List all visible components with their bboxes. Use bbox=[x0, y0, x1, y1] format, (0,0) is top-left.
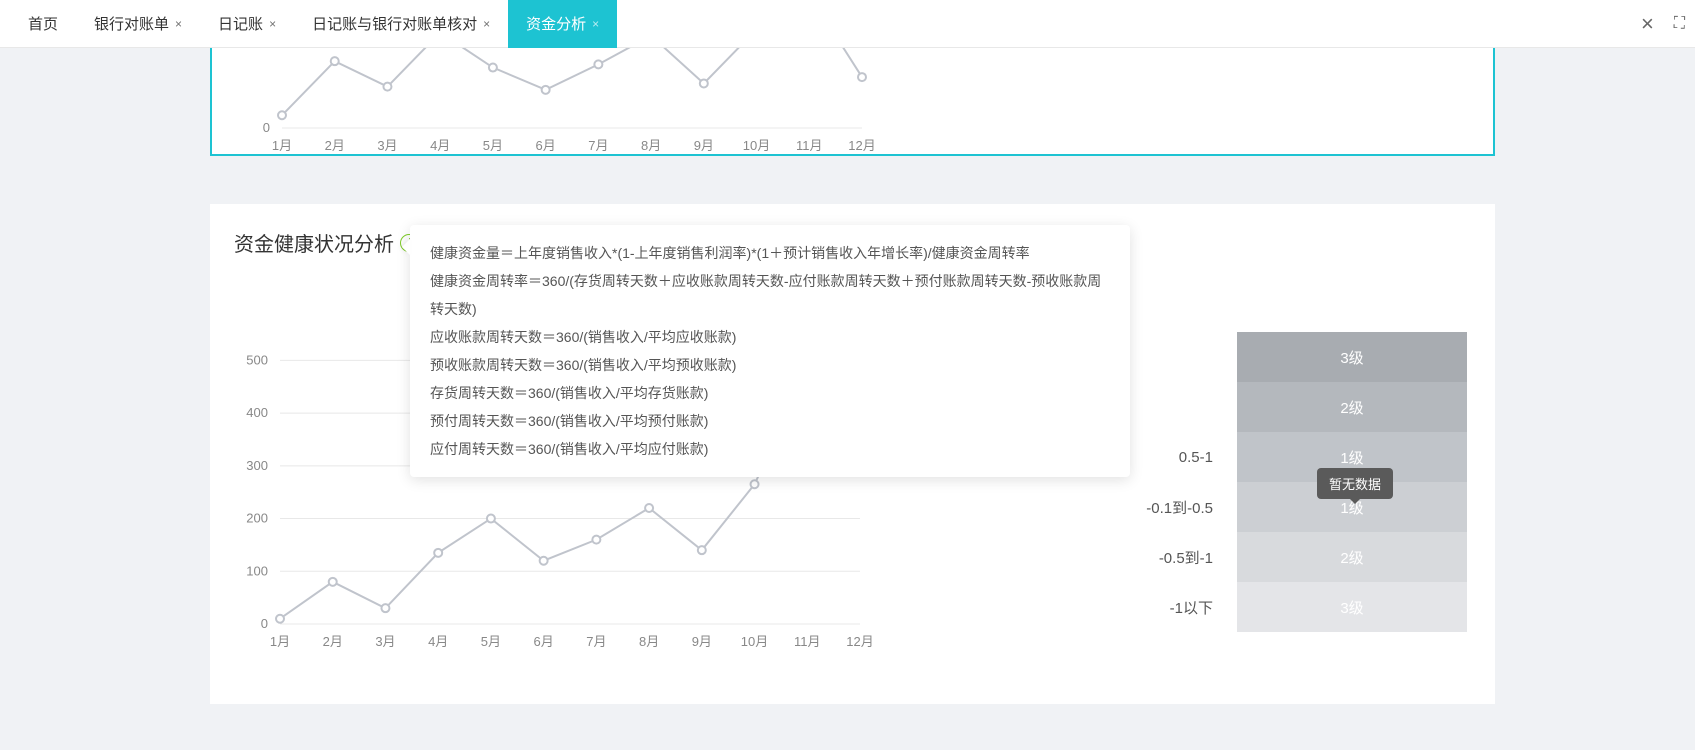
tab-2[interactable]: 日记账 × bbox=[200, 0, 294, 48]
tooltip-line: 应收账款周转天数＝360/(销售收入/平均应收账款) bbox=[430, 323, 1110, 351]
svg-text:500: 500 bbox=[246, 352, 268, 367]
svg-text:2月: 2月 bbox=[323, 634, 343, 649]
svg-text:5月: 5月 bbox=[481, 634, 501, 649]
svg-text:3月: 3月 bbox=[375, 634, 395, 649]
svg-text:300: 300 bbox=[246, 458, 268, 473]
tab-label: 银行对账单 bbox=[94, 13, 169, 34]
svg-text:9月: 9月 bbox=[694, 138, 714, 153]
svg-text:10月: 10月 bbox=[743, 138, 770, 153]
level-range: -0.5到-1 bbox=[1077, 532, 1237, 582]
svg-text:0: 0 bbox=[261, 616, 268, 631]
tab-label: 资金分析 bbox=[526, 13, 586, 34]
level-badge: 2级 bbox=[1237, 382, 1467, 432]
level-row: -1以下3级 bbox=[1077, 582, 1467, 632]
level-row: 0.5-11级 bbox=[1077, 432, 1467, 482]
level-row: 3级 bbox=[1077, 332, 1467, 382]
close-all-icon[interactable]: × bbox=[1633, 11, 1662, 37]
svg-text:2月: 2月 bbox=[325, 138, 345, 153]
svg-text:1月: 1月 bbox=[270, 634, 290, 649]
tooltip-line: 健康资金量＝上年度销售收入*(1-上年度销售利润率)*(1＋预计销售收入年增长率… bbox=[430, 239, 1110, 267]
tabs-bar: 首页 银行对账单 × 日记账 × 日记账与银行对账单核对 × 资金分析 × × ⛶ bbox=[0, 0, 1695, 48]
svg-text:4月: 4月 bbox=[430, 138, 450, 153]
svg-text:0: 0 bbox=[263, 120, 270, 135]
upper-chart-panel: 01月 2月 3月 4月 5月 6月 7月 8月 9月 10月 11月 12月 bbox=[210, 48, 1495, 156]
level-badge: 2级 bbox=[1237, 532, 1467, 582]
level-row: -0.5到-12级 bbox=[1077, 532, 1467, 582]
svg-text:7月: 7月 bbox=[588, 138, 608, 153]
svg-text:8月: 8月 bbox=[639, 634, 659, 649]
level-range: -1以下 bbox=[1077, 582, 1237, 632]
svg-text:400: 400 bbox=[246, 405, 268, 420]
level-badge: 3级 bbox=[1237, 582, 1467, 632]
tab-4[interactable]: 资金分析 × bbox=[508, 0, 617, 48]
close-icon[interactable]: × bbox=[592, 17, 599, 31]
level-range: -0.1到-0.5 bbox=[1077, 482, 1237, 532]
tooltip-line: 预收账款周转天数＝360/(销售收入/平均预收账款) bbox=[430, 351, 1110, 379]
svg-text:10月: 10月 bbox=[741, 634, 768, 649]
fullscreen-icon[interactable]: ⛶ bbox=[1674, 15, 1685, 33]
svg-text:9月: 9月 bbox=[692, 634, 712, 649]
svg-text:6月: 6月 bbox=[534, 634, 554, 649]
svg-text:11月: 11月 bbox=[794, 634, 821, 649]
level-badge: 3级 bbox=[1237, 332, 1467, 382]
svg-text:12月: 12月 bbox=[846, 634, 873, 649]
svg-text:5月: 5月 bbox=[483, 138, 503, 153]
level-table: 3级2级0.5-11级-0.1到-0.51级-0.5到-12级-1以下3级 bbox=[1077, 332, 1467, 632]
tab-1[interactable]: 银行对账单 × bbox=[76, 0, 200, 48]
svg-text:3月: 3月 bbox=[377, 138, 397, 153]
svg-text:4月: 4月 bbox=[428, 634, 448, 649]
svg-text:100: 100 bbox=[246, 563, 268, 578]
info-tooltip: 健康资金量＝上年度销售收入*(1-上年度销售利润率)*(1＋预计销售收入年增长率… bbox=[410, 225, 1130, 477]
tooltip-line: 应付周转天数＝360/(销售收入/平均应付账款) bbox=[430, 435, 1110, 463]
level-row: 2级 bbox=[1077, 382, 1467, 432]
svg-text:1月: 1月 bbox=[272, 138, 292, 153]
svg-text:7月: 7月 bbox=[586, 634, 606, 649]
svg-text:6月: 6月 bbox=[536, 138, 556, 153]
tooltip-line: 预付周转天数＝360/(销售收入/平均预付账款) bbox=[430, 407, 1110, 435]
tab-3[interactable]: 日记账与银行对账单核对 × bbox=[294, 0, 508, 48]
close-icon[interactable]: × bbox=[175, 17, 182, 31]
svg-text:12月: 12月 bbox=[848, 138, 875, 153]
no-data-badge: 暂无数据 bbox=[1317, 468, 1393, 499]
svg-text:200: 200 bbox=[246, 511, 268, 526]
tooltip-line: 健康资金周转率＝360/(存货周转天数＋应收账款周转天数-应付账款周转天数＋预付… bbox=[430, 267, 1110, 323]
svg-text:8月: 8月 bbox=[641, 138, 661, 153]
close-icon[interactable]: × bbox=[269, 17, 276, 31]
level-row: -0.1到-0.51级 bbox=[1077, 482, 1467, 532]
tab-label: 日记账与银行对账单核对 bbox=[312, 13, 477, 34]
tab-label: 首页 bbox=[28, 13, 58, 34]
upper-line-chart: 01月 2月 3月 4月 5月 6月 7月 8月 9月 10月 11月 12月 bbox=[222, 48, 882, 156]
tab-0[interactable]: 首页 bbox=[10, 0, 76, 48]
tooltip-line: 存货周转天数＝360/(销售收入/平均存货账款) bbox=[430, 379, 1110, 407]
section-title: 资金健康状况分析 bbox=[234, 228, 394, 257]
svg-text:11月: 11月 bbox=[796, 138, 823, 153]
tab-label: 日记账 bbox=[218, 13, 263, 34]
close-icon[interactable]: × bbox=[483, 17, 490, 31]
